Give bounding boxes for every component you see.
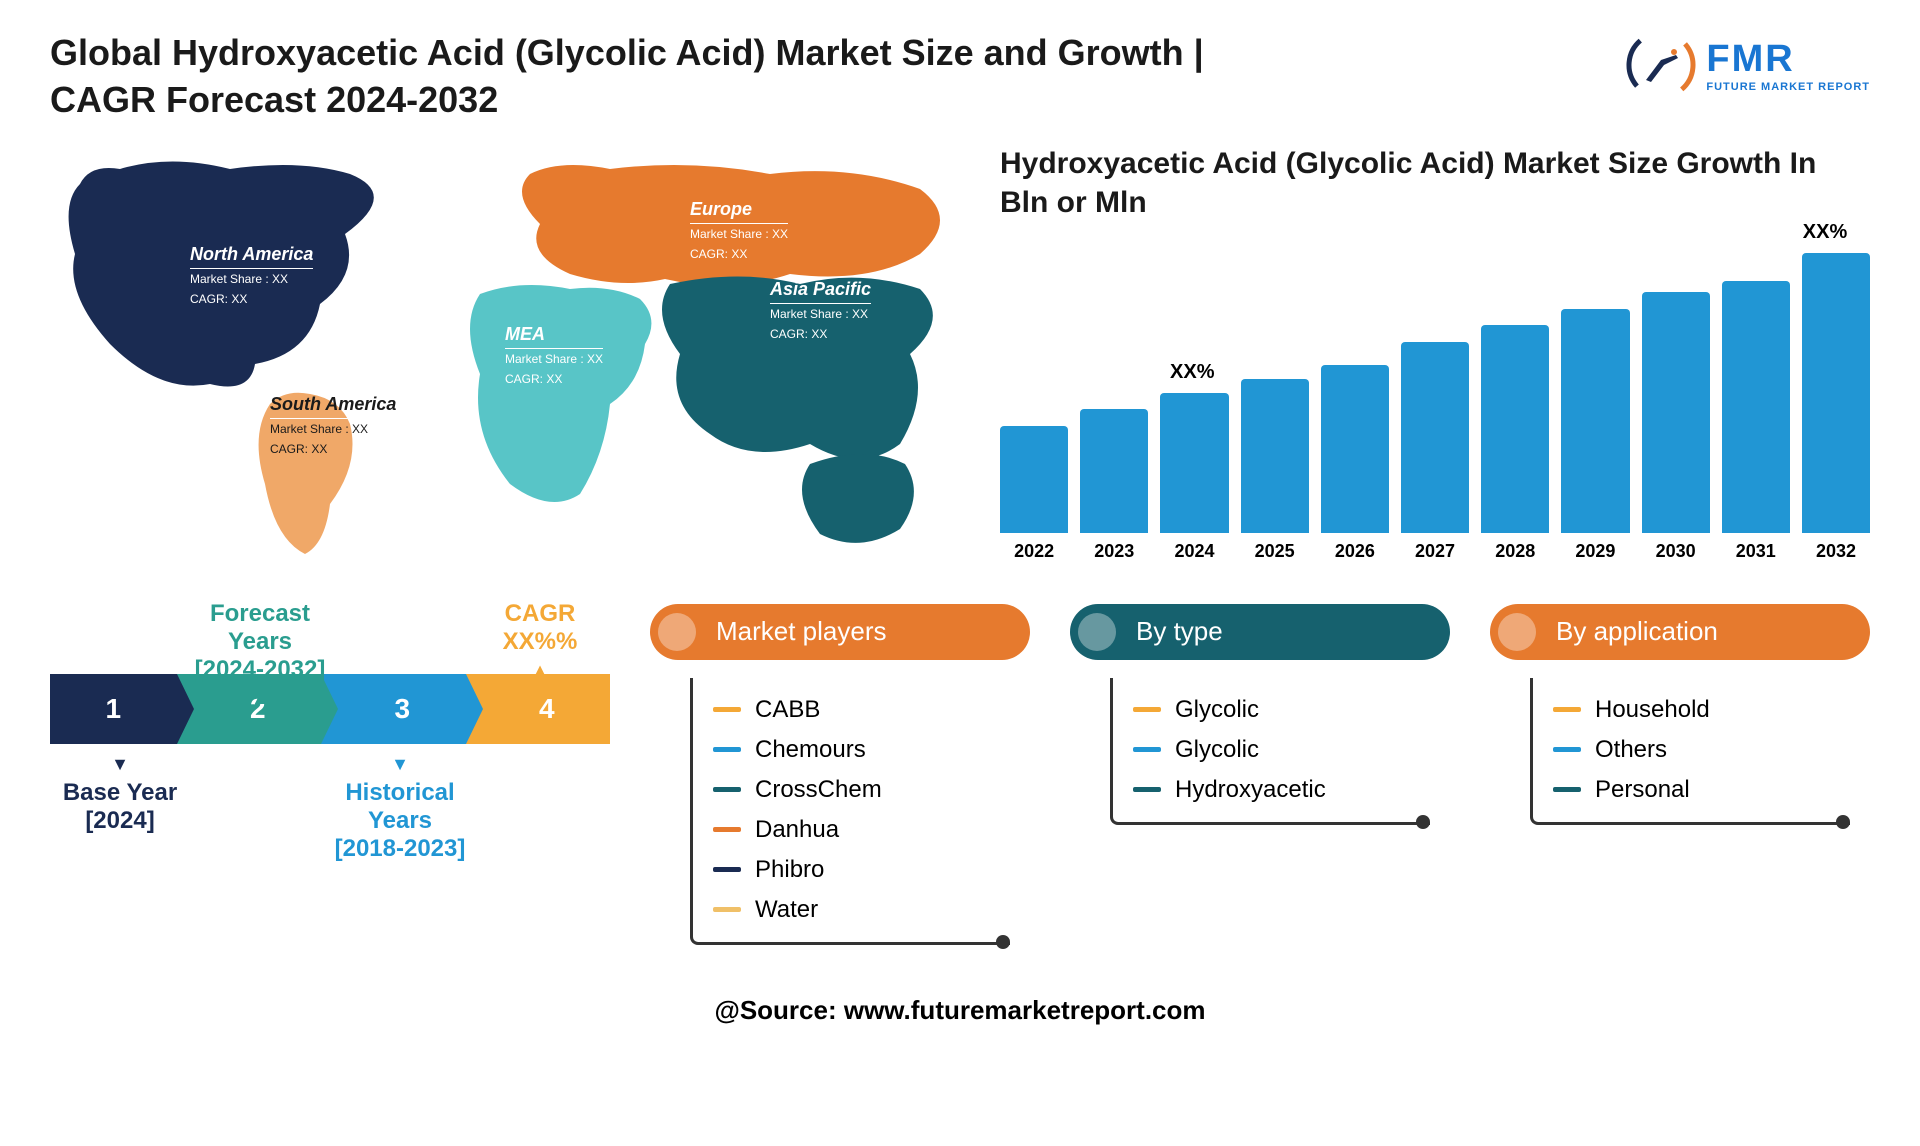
- bar-2022: 2022: [1000, 426, 1068, 561]
- list-item: Personal: [1553, 770, 1850, 810]
- list-item: Phibro: [713, 850, 1010, 890]
- timeline-label-base-year: ▼Base Year[2024]: [50, 754, 190, 835]
- logo-main-text: FMR: [1706, 38, 1870, 81]
- timeline-label-historical-years: ▼Historical Years[2018-2023]: [330, 754, 470, 863]
- pill-market-players: Market players CABBChemoursCrossChemDanhu…: [650, 604, 1030, 945]
- chart-annotation: XX%: [1803, 221, 1847, 244]
- logo-sub-text: FUTURE MARKET REPORT: [1706, 81, 1870, 93]
- bar-2031: 2031: [1722, 281, 1790, 562]
- timeline-label-cagr: CAGRXX%%▲: [470, 600, 610, 681]
- timeline-segment-1: 1: [50, 674, 177, 744]
- region-label-south-america: South AmericaMarket Share : XXCAGR: XX: [270, 394, 396, 456]
- bar-2030: 2030: [1642, 292, 1710, 562]
- list-item: Household: [1553, 690, 1850, 730]
- timeline-segment-3: 3: [321, 674, 466, 744]
- list-item: CrossChem: [713, 770, 1010, 810]
- timeline-segment-4: 4: [466, 674, 611, 744]
- fmr-logo: FMR FUTURE MARKET REPORT: [1626, 30, 1870, 100]
- bar-2032: 2032: [1802, 253, 1870, 562]
- bar-2025: 2025: [1241, 379, 1309, 562]
- world-map: North AmericaMarket Share : XXCAGR: XX So…: [50, 144, 970, 564]
- pill-header: By type: [1070, 604, 1450, 660]
- bar-2023: 2023: [1080, 409, 1148, 561]
- list-item: Others: [1553, 730, 1850, 770]
- timeline: 1234 ▼Base Year[2024]Forecast Years[2024…: [50, 604, 610, 945]
- bar-chart-section: Hydroxyacetic Acid (Glycolic Acid) Marke…: [1000, 144, 1870, 564]
- pill-list: CABBChemoursCrossChemDanhuaPhibroWater: [690, 678, 1010, 945]
- list-item: Water: [713, 890, 1010, 930]
- chart-title: Hydroxyacetic Acid (Glycolic Acid) Marke…: [1000, 144, 1870, 222]
- bar-chart: 2022202320242025202620272028202920302031…: [1000, 242, 1870, 562]
- page-title: Global Hydroxyacetic Acid (Glycolic Acid…: [50, 30, 1250, 124]
- region-label-europe: EuropeMarket Share : XXCAGR: XX: [690, 199, 788, 261]
- timeline-label-forecast-years: Forecast Years[2024-2032]▲: [190, 600, 330, 709]
- telescope-icon: [1626, 30, 1696, 100]
- source-attribution: @Source: www.futuremarketreport.com: [50, 995, 1870, 1026]
- list-item: CABB: [713, 690, 1010, 730]
- pill-list: HouseholdOthersPersonal: [1530, 678, 1850, 825]
- pill-by-application: By application HouseholdOthersPersonal: [1490, 604, 1870, 945]
- region-label-mea: MEAMarket Share : XXCAGR: XX: [505, 324, 603, 386]
- list-item: Hydroxyacetic: [1133, 770, 1430, 810]
- list-item: Chemours: [713, 730, 1010, 770]
- list-item: Glycolic: [1133, 730, 1430, 770]
- bar-2027: 2027: [1401, 342, 1469, 561]
- region-label-asia-pacific: Asia PacificMarket Share : XXCAGR: XX: [770, 279, 871, 341]
- list-item: Danhua: [713, 810, 1010, 850]
- pill-list: GlycolicGlycolicHydroxyacetic: [1110, 678, 1430, 825]
- pill-by-type: By typeGlycolicGlycolicHydroxyacetic: [1070, 604, 1450, 945]
- region-label-north-america: North AmericaMarket Share : XXCAGR: XX: [190, 244, 313, 306]
- pill-header: By application: [1490, 604, 1870, 660]
- bar-2024: 2024: [1160, 393, 1228, 562]
- pill-header: Market players: [650, 604, 1030, 660]
- list-item: Glycolic: [1133, 690, 1430, 730]
- bar-2026: 2026: [1321, 365, 1389, 562]
- bar-2029: 2029: [1561, 309, 1629, 562]
- bar-2028: 2028: [1481, 325, 1549, 561]
- chart-annotation: XX%: [1170, 361, 1214, 384]
